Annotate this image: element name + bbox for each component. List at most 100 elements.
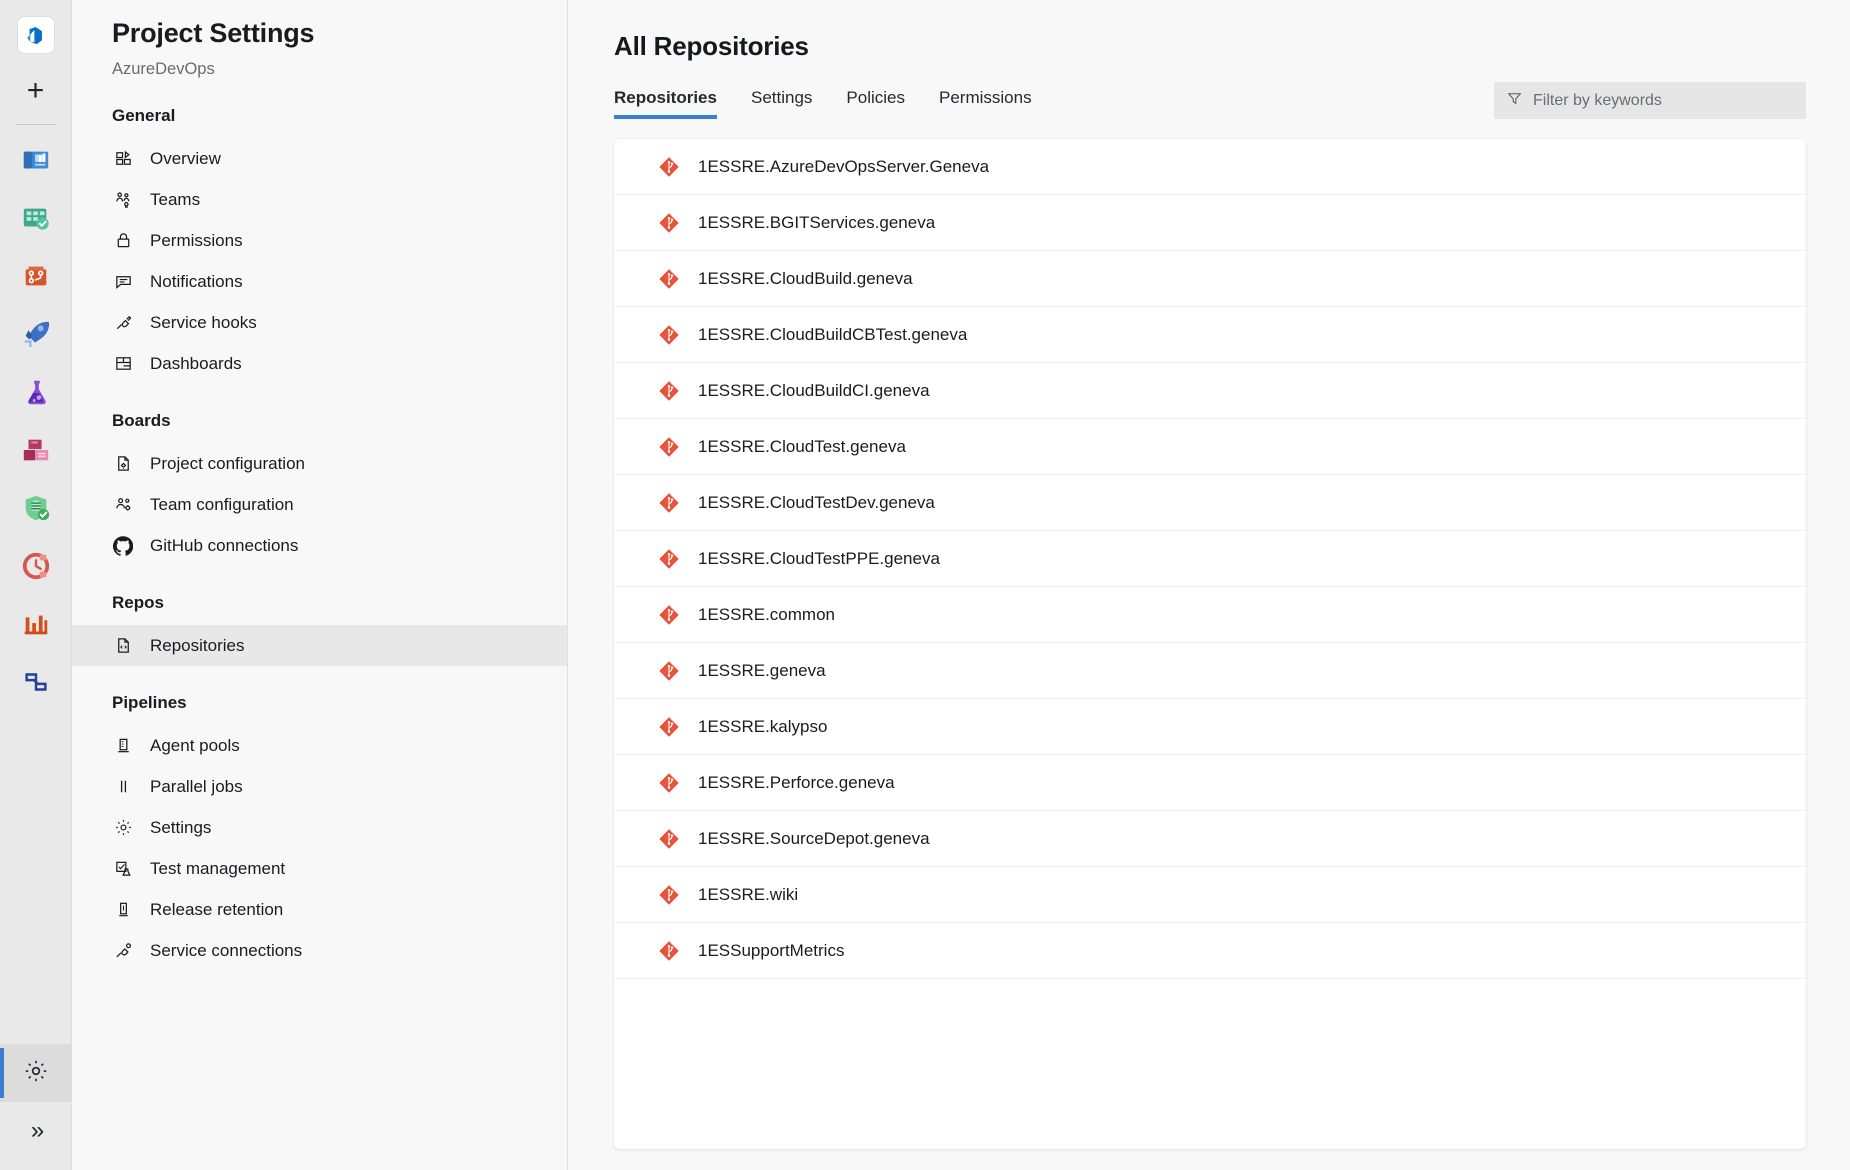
- table-row[interactable]: 1ESSRE.common: [614, 587, 1806, 643]
- rail-item-test-plans[interactable]: [0, 365, 72, 423]
- repository-name: 1ESSRE.wiki: [698, 884, 799, 904]
- table-row[interactable]: 1ESSRE.wiki: [614, 867, 1806, 923]
- page-title: Project Settings: [112, 18, 315, 48]
- sidebar-item-repositories[interactable]: Repositories: [72, 625, 567, 666]
- rail-item-overview[interactable]: [0, 133, 72, 191]
- load-test-icon: [21, 551, 51, 586]
- table-row[interactable]: 1ESSRE.CloudBuild.geneva: [614, 251, 1806, 307]
- sidebar-item-label: Settings: [150, 817, 212, 837]
- sidebar-item-label: Overview: [150, 148, 221, 168]
- repository-name: 1ESSRE.Perforce.geneva: [698, 772, 895, 792]
- sidebar-item-service-hooks[interactable]: Service hooks: [72, 302, 567, 343]
- repository-name: 1ESSRE.AzureDevOpsServer.Geneva: [698, 156, 990, 176]
- artifacts-icon: [21, 435, 51, 470]
- git-repo-icon: [658, 156, 680, 178]
- boards-overview-icon: [21, 145, 51, 180]
- sidebar-item-service-connections[interactable]: Service connections: [72, 930, 567, 971]
- table-row[interactable]: 1ESSRE.SourceDepot.geneva: [614, 811, 1806, 867]
- dashboard-icon: [112, 353, 134, 375]
- test-management-icon: [112, 858, 134, 880]
- rail-item-pipelines[interactable]: [0, 307, 72, 365]
- table-row[interactable]: 1ESSRE.CloudBuildCBTest.geneva: [614, 307, 1806, 363]
- sidebar-item-notifications[interactable]: Notifications: [72, 261, 567, 302]
- sidebar-item-parallel-jobs[interactable]: Parallel jobs: [72, 766, 567, 807]
- sidebar-item-test-management[interactable]: Test management: [72, 848, 567, 889]
- service-connection-icon: [112, 940, 134, 962]
- repository-name: 1ESSupportMetrics: [698, 940, 845, 960]
- sidebar-item-label: Dashboards: [150, 353, 242, 373]
- git-repo-icon: [658, 324, 680, 346]
- gear-icon: [112, 817, 134, 839]
- git-repo-icon: [658, 940, 680, 962]
- table-row[interactable]: 1ESSRE.Perforce.geneva: [614, 755, 1806, 811]
- extensions-icon: [21, 667, 51, 702]
- tab-policies[interactable]: Policies: [846, 88, 906, 107]
- sidebar-item-github-connections[interactable]: GitHub connections: [72, 525, 567, 566]
- chevron-double-right-icon: »: [30, 1117, 44, 1144]
- table-row[interactable]: 1ESSupportMetrics: [614, 923, 1806, 979]
- project-settings-sidebar: Project Settings AzureDevOps General Ove…: [72, 0, 568, 1170]
- new-item-button[interactable]: +: [0, 62, 72, 120]
- rail-item-load-test[interactable]: [0, 539, 72, 597]
- git-repo-icon: [658, 660, 680, 682]
- filter-input[interactable]: [1533, 91, 1794, 110]
- rail-item-project-settings[interactable]: [0, 1044, 72, 1102]
- rail-item-artifacts[interactable]: [0, 423, 72, 481]
- rail-item-advanced-security[interactable]: [0, 481, 72, 539]
- rail-bottom-group: »: [0, 1044, 72, 1170]
- lock-icon: [112, 230, 134, 252]
- repository-name: 1ESSRE.CloudTestPPE.geneva: [698, 548, 940, 568]
- sidebar-item-permissions[interactable]: Permissions: [72, 220, 567, 261]
- test-plans-icon: [21, 377, 51, 412]
- table-row[interactable]: 1ESSRE.geneva: [614, 643, 1806, 699]
- rail-item-analytics[interactable]: [0, 597, 72, 655]
- tab-list: Repositories Settings Policies Permissio…: [614, 88, 1066, 119]
- sidebar-item-label: Release retention: [150, 899, 284, 919]
- table-row[interactable]: 1ESSRE.kalypso: [614, 699, 1806, 755]
- rail-item-repos[interactable]: [0, 249, 72, 307]
- sidebar-item-teams[interactable]: Teams: [72, 179, 567, 220]
- repository-name: 1ESSRE.CloudTest.geneva: [698, 436, 906, 456]
- sidebar-item-project-configuration[interactable]: Project configuration: [72, 443, 567, 484]
- filter-container[interactable]: [1494, 82, 1806, 119]
- rail-item-boards[interactable]: [0, 191, 72, 249]
- rail-item-extensions[interactable]: [0, 655, 72, 713]
- project-config-icon: [112, 453, 134, 475]
- table-row[interactable]: 1ESSRE.CloudTestPPE.geneva: [614, 531, 1806, 587]
- tab-settings[interactable]: Settings: [750, 88, 813, 107]
- table-row[interactable]: 1ESSRE.CloudTest.geneva: [614, 419, 1806, 475]
- repository-name: 1ESSRE.geneva: [698, 660, 826, 680]
- table-row[interactable]: 1ESSRE.CloudTestDev.geneva: [614, 475, 1806, 531]
- sidebar-item-label: Parallel jobs: [150, 776, 243, 796]
- repository-name: 1ESSRE.CloudBuildCI.geneva: [698, 380, 930, 400]
- sidebar-item-overview[interactable]: Overview: [72, 138, 567, 179]
- tab-permissions[interactable]: Permissions: [939, 88, 1032, 107]
- sidebar-item-dashboards[interactable]: Dashboards: [72, 343, 567, 384]
- sidebar-item-team-configuration[interactable]: Team configuration: [72, 484, 567, 525]
- sidebar-group-repos: Repos: [112, 593, 164, 612]
- sidebar-item-pipelines-settings[interactable]: Settings: [72, 807, 567, 848]
- team-config-icon: [112, 494, 134, 516]
- table-row[interactable]: 1ESSRE.BGITServices.geneva: [614, 195, 1806, 251]
- sidebar-item-agent-pools[interactable]: Agent pools: [72, 725, 567, 766]
- rail-divider: [15, 124, 56, 125]
- rail-expand-button[interactable]: »: [0, 1102, 72, 1160]
- sidebar-item-label: Team configuration: [150, 494, 294, 514]
- git-repo-icon: [658, 716, 680, 738]
- sidebar-item-label: Repositories: [150, 635, 245, 655]
- table-row[interactable]: 1ESSRE.AzureDevOpsServer.Geneva: [614, 139, 1806, 195]
- service-hook-icon: [112, 312, 134, 334]
- repository-name: 1ESSRE.BGITServices.geneva: [698, 212, 936, 232]
- azure-devops-logo: [17, 17, 54, 53]
- table-row[interactable]: 1ESSRE.CloudBuildCI.geneva: [614, 363, 1806, 419]
- repository-name: 1ESSRE.CloudBuildCBTest.geneva: [698, 324, 968, 344]
- plus-icon: +: [26, 74, 45, 107]
- tab-repositories[interactable]: Repositories: [614, 88, 735, 119]
- agent-pool-icon: [112, 735, 134, 757]
- analytics-icon: [21, 609, 51, 644]
- pipelines-icon: [21, 319, 51, 354]
- git-repo-icon: [658, 436, 680, 458]
- gear-icon: [23, 1058, 49, 1089]
- sidebar-item-release-retention[interactable]: Release retention: [72, 889, 567, 930]
- org-logo-button[interactable]: [0, 8, 72, 62]
